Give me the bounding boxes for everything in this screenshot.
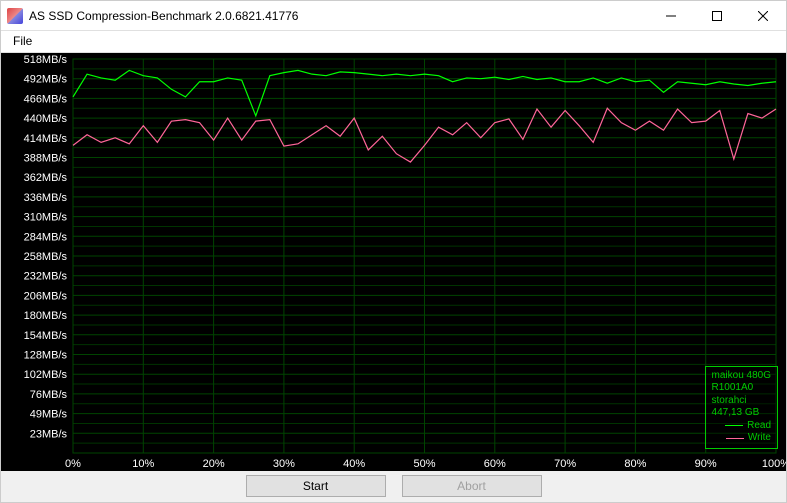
svg-text:440MB/s: 440MB/s [24, 113, 68, 125]
svg-text:128MB/s: 128MB/s [24, 349, 68, 361]
svg-text:310MB/s: 310MB/s [24, 211, 68, 223]
menu-file[interactable]: File [5, 32, 40, 50]
svg-text:232MB/s: 232MB/s [24, 270, 68, 282]
svg-text:10%: 10% [132, 458, 154, 470]
svg-text:102MB/s: 102MB/s [24, 369, 68, 381]
device-info-box: maikou 480G R1001A0 storahci 447,13 GB R… [705, 366, 778, 449]
legend-read: Read [712, 420, 771, 433]
close-button[interactable] [740, 1, 786, 31]
app-icon [7, 8, 23, 24]
info-device: maikou 480G [712, 370, 771, 383]
svg-text:49MB/s: 49MB/s [30, 408, 68, 420]
svg-text:414MB/s: 414MB/s [24, 132, 68, 144]
info-driver: storahci [712, 395, 771, 408]
chart-area: 23MB/s 49MB/s 76MB/s 102MB/s 128MB/s 154MB/s 1… [1, 53, 786, 471]
svg-text:336MB/s: 336MB/s [24, 192, 68, 204]
legend-write: Write [712, 432, 771, 445]
chart-svg: 23MB/s 49MB/s 76MB/s 102MB/s 128MB/s 154MB/s 1… [1, 53, 786, 471]
start-button[interactable]: Start [246, 475, 386, 497]
svg-text:258MB/s: 258MB/s [24, 251, 68, 263]
bottom-bar: Start Abort [1, 471, 786, 502]
svg-text:154MB/s: 154MB/s [24, 329, 68, 341]
maximize-button[interactable] [694, 1, 740, 31]
svg-text:70%: 70% [554, 458, 576, 470]
menubar: File [1, 31, 786, 53]
svg-text:492MB/s: 492MB/s [24, 73, 68, 85]
svg-text:80%: 80% [624, 458, 646, 470]
svg-text:284MB/s: 284MB/s [24, 231, 68, 243]
window-controls [648, 1, 786, 31]
svg-text:180MB/s: 180MB/s [24, 310, 68, 322]
app-window: AS SSD Compression-Benchmark 2.0.6821.41… [0, 0, 787, 503]
abort-button[interactable]: Abort [402, 475, 542, 497]
svg-text:206MB/s: 206MB/s [24, 290, 68, 302]
read-swatch [725, 425, 743, 426]
svg-text:466MB/s: 466MB/s [24, 93, 68, 105]
info-capacity: 447,13 GB [712, 407, 771, 420]
svg-text:100%: 100% [762, 458, 786, 470]
titlebar: AS SSD Compression-Benchmark 2.0.6821.41… [1, 1, 786, 31]
write-swatch [726, 438, 744, 439]
svg-text:76MB/s: 76MB/s [30, 389, 68, 401]
svg-text:0%: 0% [65, 458, 81, 470]
svg-text:90%: 90% [695, 458, 717, 470]
svg-text:388MB/s: 388MB/s [24, 152, 68, 164]
svg-text:30%: 30% [273, 458, 295, 470]
svg-text:362MB/s: 362MB/s [24, 172, 68, 184]
svg-text:23MB/s: 23MB/s [30, 428, 68, 440]
svg-text:20%: 20% [203, 458, 225, 470]
minimize-button[interactable] [648, 1, 694, 31]
window-title: AS SSD Compression-Benchmark 2.0.6821.41… [29, 9, 648, 23]
svg-text:40%: 40% [343, 458, 365, 470]
svg-text:50%: 50% [413, 458, 435, 470]
svg-text:60%: 60% [484, 458, 506, 470]
info-firmware: R1001A0 [712, 382, 771, 395]
svg-text:518MB/s: 518MB/s [24, 54, 68, 66]
